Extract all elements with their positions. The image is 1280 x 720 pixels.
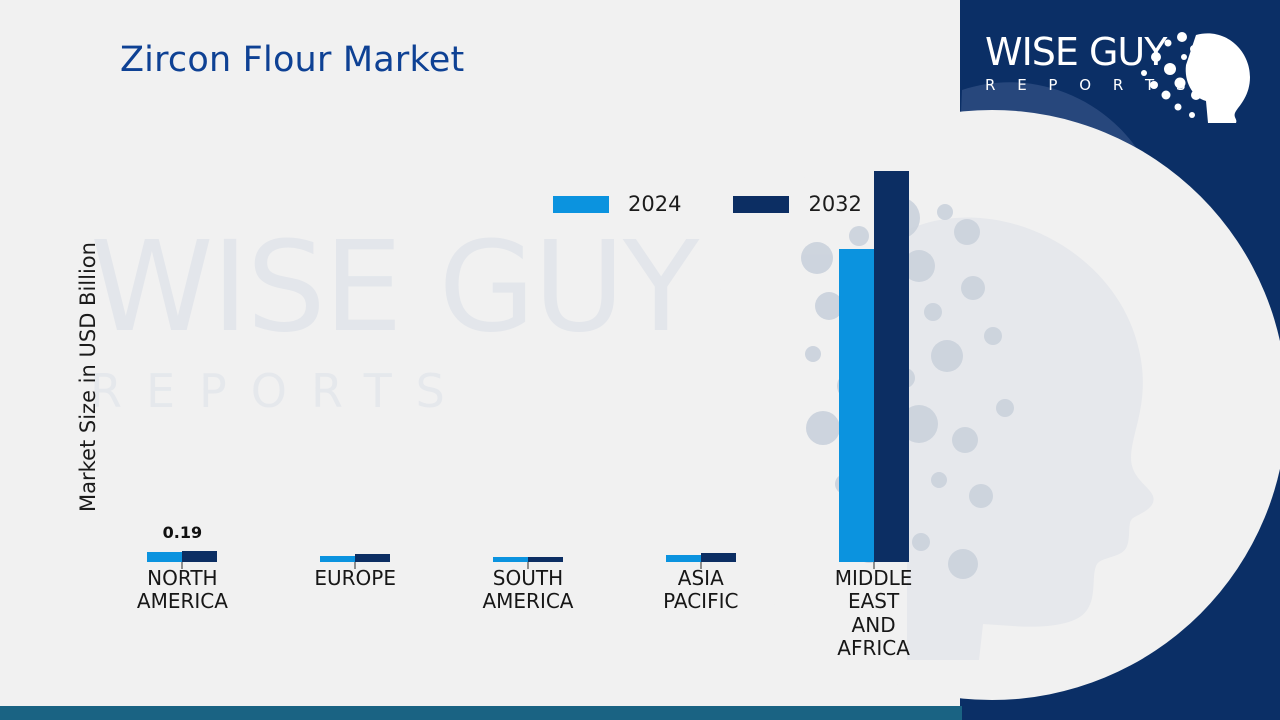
bar-group [614, 150, 787, 562]
brand-logo: WISE GUY R E P O R T S [985, 30, 1250, 123]
x-tick-mark [527, 562, 529, 569]
bar-pair [492, 150, 563, 562]
bar-pair [147, 150, 218, 562]
logo-subtext: R E P O R T S [985, 76, 1194, 94]
legend-label-2032: 2032 [808, 192, 862, 216]
logo-head-dots-icon [1141, 32, 1250, 123]
x-tick-mark [181, 562, 183, 569]
bar-value-label: 0.19 [162, 522, 203, 542]
bar-pair [838, 150, 909, 562]
bar-2024[interactable] [492, 557, 528, 562]
bar-group [787, 150, 960, 562]
bar-2024[interactable] [838, 249, 874, 562]
logo-wordmark: WISE GUY [985, 30, 1167, 74]
bar-pair [665, 150, 736, 562]
bottom-accent-bar [0, 706, 962, 720]
bar-2032[interactable] [527, 557, 563, 562]
bar-pair [320, 150, 391, 562]
x-tick-mark [700, 562, 702, 569]
x-tick-label: NORTH AMERICA [136, 566, 228, 614]
x-tick-label: ASIA PACIFIC [663, 566, 739, 614]
bar-group: 0.19 [96, 150, 269, 562]
bar-2032[interactable] [182, 550, 218, 562]
bar-group [269, 150, 442, 562]
bar-2024[interactable] [665, 555, 701, 562]
legend-swatch-2032 [733, 196, 790, 213]
x-tick-mark [354, 562, 356, 569]
bar-2024[interactable] [147, 552, 183, 562]
bar-2032[interactable] [873, 170, 909, 562]
bar-2032[interactable] [355, 553, 391, 562]
x-tick-label: MIDDLE EAST AND AFRICA [834, 566, 913, 661]
bar-2032[interactable] [700, 553, 736, 562]
bar-groups: 0.19 [96, 150, 960, 562]
legend-item-2024[interactable]: 2024 [553, 194, 681, 215]
legend-item-2032[interactable]: 2032 [733, 192, 862, 216]
x-tick-mark [873, 562, 875, 569]
page-title: Zircon Flour Market [120, 40, 465, 80]
plot-area: 0.19 [96, 150, 960, 562]
legend-label-2024: 2024 [628, 192, 682, 216]
legend-swatch-2024 [553, 196, 609, 213]
bar-2024[interactable] [320, 555, 356, 562]
bar-group [442, 150, 615, 562]
x-tick-label: EUROPE [314, 566, 396, 590]
x-tick-label: SOUTH AMERICA [482, 566, 574, 614]
chart-legend: 2024 2032 [553, 194, 862, 215]
